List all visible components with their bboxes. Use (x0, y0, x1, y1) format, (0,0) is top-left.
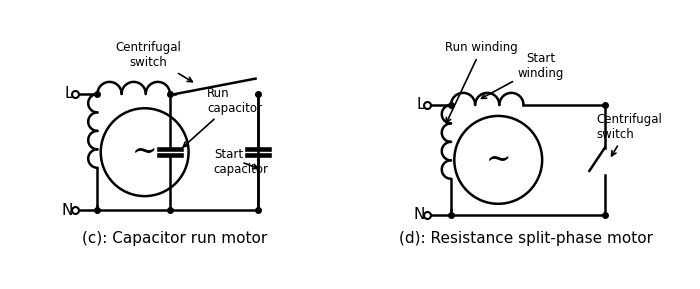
Text: Start
winding: Start winding (482, 52, 564, 98)
Text: Centrifugal
switch: Centrifugal switch (115, 41, 193, 82)
Text: L: L (65, 86, 74, 101)
Text: N: N (413, 207, 425, 222)
Text: ~: ~ (486, 144, 511, 175)
Text: (c): Capacitor run motor: (c): Capacitor run motor (82, 231, 267, 246)
Text: Run
capacitor: Run capacitor (183, 87, 262, 147)
Text: N: N (62, 203, 74, 218)
Text: Run winding: Run winding (445, 41, 518, 123)
Text: Start
capacitor: Start capacitor (214, 148, 269, 176)
Text: L: L (416, 97, 425, 112)
Text: ~: ~ (132, 137, 158, 168)
Text: (d): Resistance split-phase motor: (d): Resistance split-phase motor (399, 231, 652, 246)
Text: Centrifugal
switch: Centrifugal switch (596, 113, 661, 156)
